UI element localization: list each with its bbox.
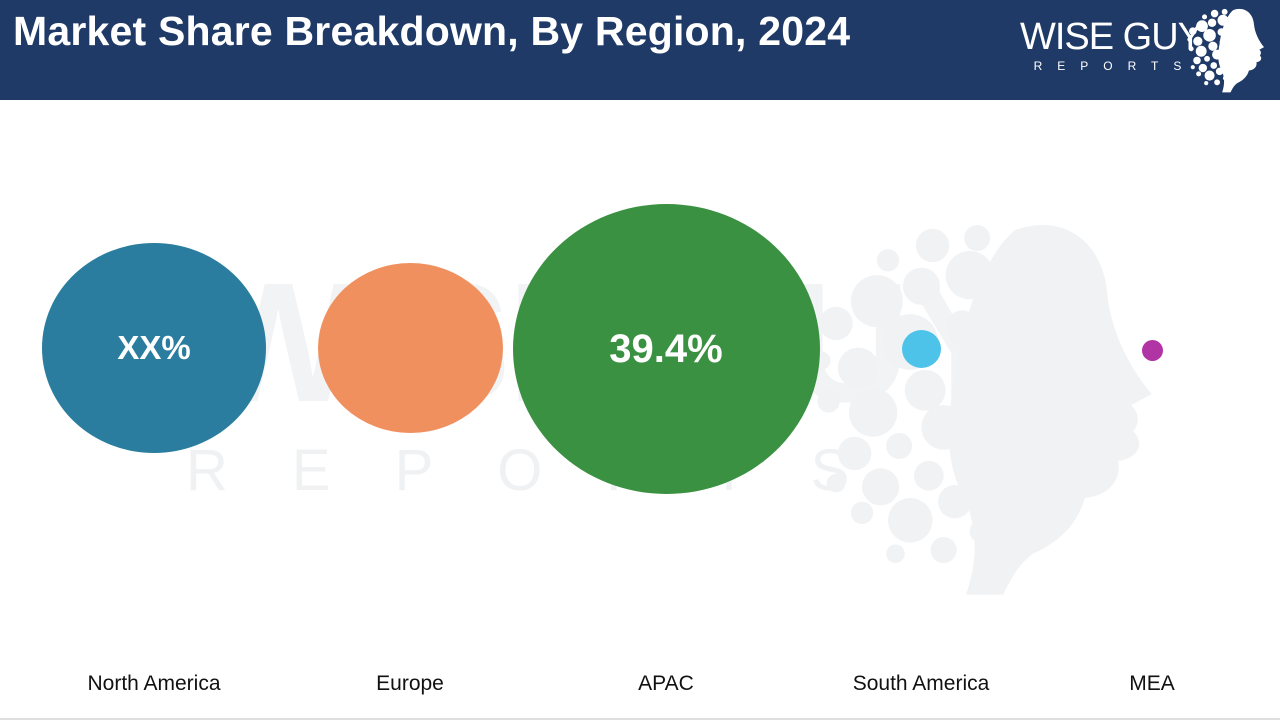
bubble-apac: 39.4% bbox=[512, 204, 820, 494]
watermark-reports-text: REPORTS bbox=[186, 438, 914, 503]
category-label-europe: Europe bbox=[376, 672, 444, 695]
bubble-value-label-apac: 39.4% bbox=[609, 326, 723, 371]
bubble-europe bbox=[317, 263, 503, 433]
bubble-value-label-north-america: XX% bbox=[117, 329, 191, 366]
logo-brand-name: WISE GUY bbox=[1019, 16, 1203, 58]
category-label-mea: MEA bbox=[1129, 672, 1175, 695]
bubble-south-america bbox=[901, 330, 941, 368]
bubble-chart: WISE GUY REPORTS XX%North AmericaEurope3… bbox=[0, 100, 1280, 720]
bottom-edge-divider bbox=[0, 718, 1280, 720]
category-label-south-america: South America bbox=[852, 672, 990, 695]
category-label-apac: APAC bbox=[638, 672, 694, 695]
header-bar: Market Share Breakdown, By Region, 2024 … bbox=[0, 0, 1280, 100]
category-label-north-america: North America bbox=[87, 672, 221, 695]
logo-text-block: WISE GUY REPORTS bbox=[1019, 16, 1203, 73]
bubble-north-america: XX% bbox=[42, 243, 266, 453]
watermark-head-icon bbox=[811, 225, 1152, 595]
page-title: Market Share Breakdown, By Region, 2024 bbox=[13, 8, 851, 54]
wiseguy-logo: WISE GUY REPORTS bbox=[1020, 2, 1270, 94]
logo-brand-subtitle: REPORTS bbox=[1033, 58, 1197, 73]
bubble-mea bbox=[1141, 339, 1163, 361]
wiseguy-head-icon bbox=[1187, 8, 1265, 93]
